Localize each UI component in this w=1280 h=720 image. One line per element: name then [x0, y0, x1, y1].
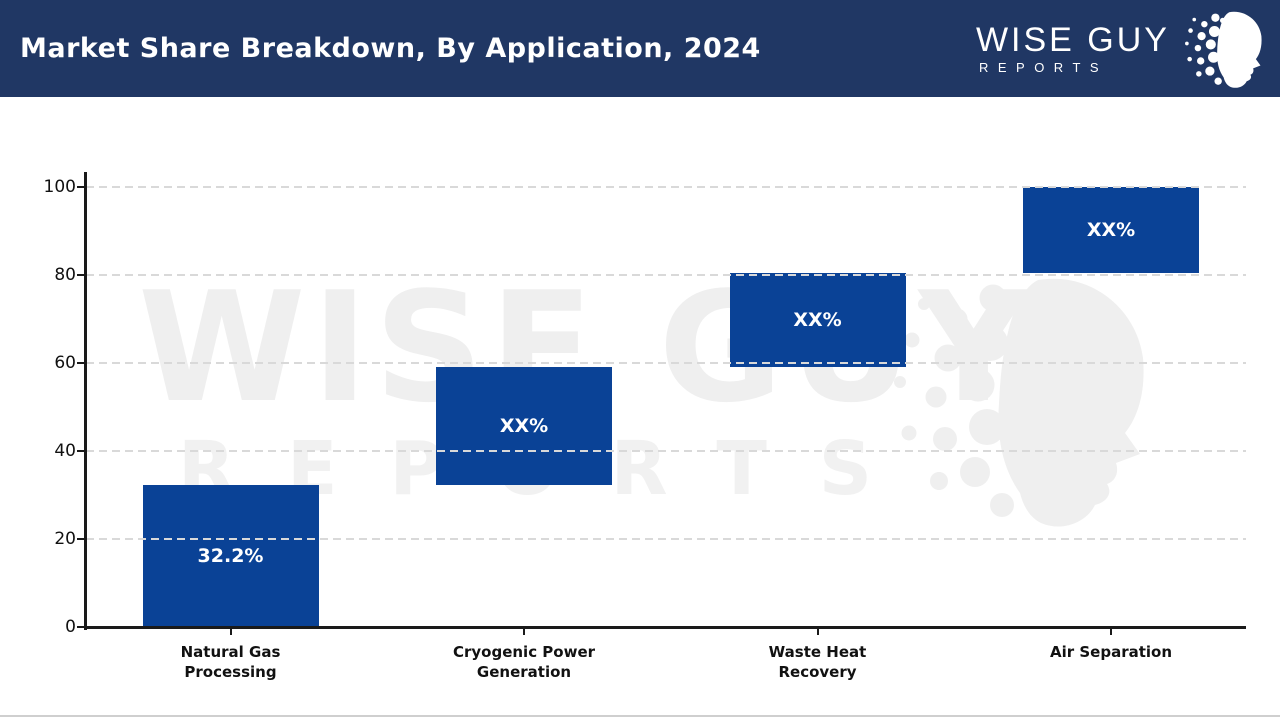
y-tick-label: 0 [65, 617, 76, 637]
bar [436, 367, 612, 486]
bar [1023, 187, 1199, 273]
x-tick-mark [1110, 627, 1112, 635]
y-tick-label: 80 [54, 265, 76, 285]
x-tick-mark [816, 627, 819, 635]
bar-value-label: 32.2% [197, 545, 264, 568]
x-category-label: Natural Gas Processing [180, 643, 281, 681]
brand-logo: WISE GUY REPORTS [976, 8, 1266, 90]
watermark-head-icon [894, 278, 1144, 527]
brand-logo-text: WISE GUY REPORTS [976, 23, 1170, 75]
y-tick-mark [77, 362, 86, 364]
header-bar: Market Share Breakdown, By Application, … [0, 0, 1280, 97]
y-tick-label: 20 [54, 529, 76, 549]
gridline [86, 274, 1246, 276]
brand-name: WISE GUY [975, 20, 1170, 59]
y-tick-mark [77, 538, 86, 540]
bar [142, 485, 319, 627]
bar-value-label: XX% [499, 415, 549, 438]
bottom-divider [0, 715, 1280, 717]
y-tick-mark [77, 626, 86, 628]
brand-subtitle: REPORTS [978, 59, 1109, 75]
gridline [86, 362, 1246, 364]
gridline [86, 186, 1246, 188]
x-tick-mark [229, 627, 232, 635]
gridline [86, 450, 1246, 452]
y-axis-line [84, 172, 87, 630]
y-tick-label: 60 [54, 353, 76, 373]
y-tick-label: 40 [54, 441, 76, 461]
logo-head-icon [1185, 11, 1262, 88]
page-title: Market Share Breakdown, By Application, … [20, 33, 761, 64]
x-category-label: Air Separation [1049, 643, 1173, 661]
y-tick-mark [77, 274, 86, 276]
bar-value-label: XX% [1086, 218, 1136, 241]
y-tick-mark [77, 186, 86, 188]
x-axis-line [84, 626, 1246, 629]
x-category-label: Waste Heat Recovery [768, 643, 867, 681]
y-tick-mark [77, 450, 86, 452]
gridline [86, 538, 1246, 540]
bar-value-label: XX% [793, 309, 842, 332]
bar [729, 272, 906, 368]
x-category-label: Cryogenic Power Generation [452, 643, 596, 681]
y-tick-label: 100 [43, 177, 76, 197]
x-tick-mark [523, 627, 525, 635]
